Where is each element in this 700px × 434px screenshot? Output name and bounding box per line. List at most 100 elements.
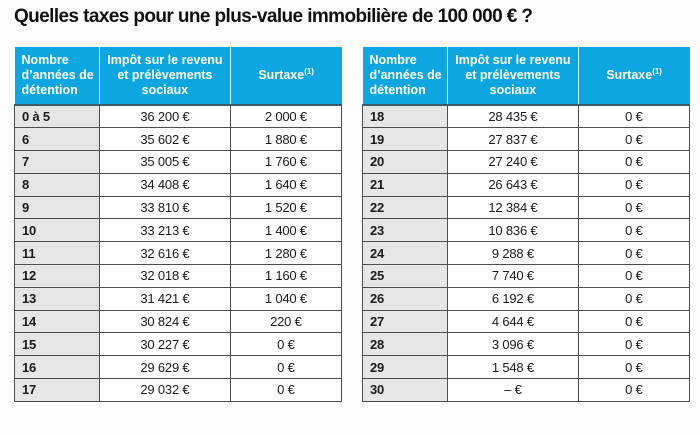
years-cell: 27 bbox=[361, 309, 449, 334]
years-cell: 29 bbox=[361, 355, 449, 380]
years-cell: 25 bbox=[361, 264, 449, 288]
years-cell: 18 bbox=[361, 104, 449, 129]
tax-cell: 36 200 € bbox=[99, 104, 231, 129]
years-cell: 9 bbox=[13, 195, 101, 220]
surtax-footnote-marker: (1) bbox=[652, 66, 662, 76]
tax-cell: 33 810 € bbox=[99, 195, 231, 220]
tax-cell: 30 824 € bbox=[99, 309, 231, 334]
tax-cell: 31 421 € bbox=[99, 286, 231, 311]
header-row: Nombre d’années de détention Impôt sur l… bbox=[362, 47, 690, 106]
tax-cell: 29 032 € bbox=[99, 378, 231, 402]
surtax-cell: 220 € bbox=[229, 309, 343, 334]
table-row: 27 4 644 €0 € bbox=[361, 309, 691, 334]
years-cell: 7 bbox=[13, 150, 101, 174]
years-cell: 22 bbox=[361, 195, 449, 220]
page-title: Quelles taxes pour une plus-value immobi… bbox=[14, 6, 533, 27]
table-row: 9 33 810 €1 520 € bbox=[13, 195, 343, 220]
column-header-tax: Impôt sur le revenu et prélèvements soci… bbox=[99, 47, 231, 106]
tax-cell: 10 836 € bbox=[447, 218, 579, 243]
tax-cell: 4 644 € bbox=[447, 309, 579, 334]
surtax-cell: 0 € bbox=[577, 172, 691, 197]
surtax-cell: 1 880 € bbox=[229, 127, 343, 152]
years-cell: 13 bbox=[13, 286, 101, 311]
surtax-cell: 0 € bbox=[229, 378, 343, 402]
years-cell: 23 bbox=[361, 218, 449, 243]
table-row: 10 33 213 €1 400 € bbox=[13, 218, 343, 243]
table-row: 20 27 240 €0 € bbox=[361, 150, 691, 174]
table-row: 0 à 5 36 200 €2 000 € bbox=[13, 104, 343, 129]
tax-cell: 12 384 € bbox=[447, 195, 579, 220]
tax-cell: 9 288 € bbox=[447, 241, 579, 266]
surtax-cell: 0 € bbox=[577, 195, 691, 220]
surtax-cell: 0 € bbox=[577, 127, 691, 152]
tax-cell: 7 740 € bbox=[447, 264, 579, 288]
table-body: 0 à 5 36 200 €2 000 €6 35 602 €1 880 €7 35 … bbox=[13, 104, 343, 402]
years-cell: 15 bbox=[13, 332, 101, 357]
table-row: 14 30 824 €220 € bbox=[13, 309, 343, 334]
table-row: 16 29 629 €0 € bbox=[13, 355, 343, 380]
surtax-cell: 1 280 € bbox=[229, 241, 343, 266]
column-header-surtax: Surtaxe(1) bbox=[229, 47, 342, 106]
column-header-surtax: Surtaxe(1) bbox=[577, 47, 690, 106]
tax-cell: 30 227 € bbox=[99, 332, 231, 357]
years-cell: 21 bbox=[361, 172, 449, 197]
tax-cell: 1 548 € bbox=[447, 355, 579, 380]
years-cell: 11 bbox=[13, 241, 101, 266]
surtax-cell: 1 040 € bbox=[229, 286, 343, 311]
surtax-cell: 0 € bbox=[577, 378, 691, 402]
years-cell: 28 bbox=[361, 332, 449, 357]
years-cell: 20 bbox=[361, 150, 449, 174]
tax-cell: 32 616 € bbox=[99, 241, 231, 266]
table-header: Nombre d’années de détention Impôt sur l… bbox=[14, 47, 342, 106]
surtax-cell: 1 760 € bbox=[229, 150, 343, 174]
table-row: 19 27 837 €0 € bbox=[361, 127, 691, 152]
tables-container: Nombre d’années de détention Impôt sur l… bbox=[13, 47, 691, 402]
surtax-cell: 1 520 € bbox=[229, 195, 343, 220]
header-row: Nombre d’années de détention Impôt sur l… bbox=[14, 47, 342, 106]
surtax-cell: 1 160 € bbox=[229, 264, 343, 288]
table-row: 22 12 384 €0 € bbox=[361, 195, 691, 220]
table-row: 8 34 408 €1 640 € bbox=[13, 172, 343, 197]
column-header-years: Nombre d’années de détention bbox=[362, 47, 448, 106]
tax-cell: 3 096 € bbox=[447, 332, 579, 357]
table-row: 24 9 288 €0 € bbox=[361, 241, 691, 266]
years-cell: 8 bbox=[13, 172, 101, 197]
years-cell: 6 bbox=[13, 127, 101, 152]
surtax-cell: 1 640 € bbox=[229, 172, 343, 197]
tax-table-right: Nombre d’années de détention Impôt sur l… bbox=[361, 47, 691, 402]
table-row: 11 32 616 €1 280 € bbox=[13, 241, 343, 266]
surtax-cell: 0 € bbox=[577, 264, 691, 288]
surtax-cell: 0 € bbox=[577, 286, 691, 311]
years-cell: 19 bbox=[361, 127, 449, 152]
surtax-cell: 0 € bbox=[577, 150, 691, 174]
table-row: 13 31 421 €1 040 € bbox=[13, 286, 343, 311]
table-row: 6 35 602 €1 880 € bbox=[13, 127, 343, 152]
table-row: 15 30 227 €0 € bbox=[13, 332, 343, 357]
tax-cell: 6 192 € bbox=[447, 286, 579, 311]
surtax-cell: 0 € bbox=[577, 332, 691, 357]
tax-cell: 27 837 € bbox=[447, 127, 579, 152]
table-row: 30– €0 € bbox=[361, 378, 691, 402]
surtax-cell: 0 € bbox=[229, 355, 343, 380]
table-row: 29 1 548 €0 € bbox=[361, 355, 691, 380]
surtax-cell: 0 € bbox=[577, 355, 691, 380]
table-header: Nombre d’années de détention Impôt sur l… bbox=[362, 47, 690, 106]
tax-table-left: Nombre d’années de détention Impôt sur l… bbox=[13, 47, 343, 402]
surtax-cell: 2 000 € bbox=[229, 104, 343, 129]
tax-cell: 33 213 € bbox=[99, 218, 231, 243]
surtax-cell: 1 400 € bbox=[229, 218, 343, 243]
table-body: 18 28 435 €0 €19 27 837 €0 €20 27 240 €0 €2… bbox=[361, 104, 691, 402]
tax-cell: 34 408 € bbox=[99, 172, 231, 197]
tax-cell: 28 435 € bbox=[447, 104, 579, 129]
surtax-cell: 0 € bbox=[577, 309, 691, 334]
table-row: 23 10 836 €0 € bbox=[361, 218, 691, 243]
tax-cell: 35 602 € bbox=[99, 127, 231, 152]
years-cell: 30 bbox=[361, 378, 449, 402]
years-cell: 24 bbox=[361, 241, 449, 266]
years-cell: 26 bbox=[361, 286, 449, 311]
surtax-cell: 0 € bbox=[577, 241, 691, 266]
column-header-years: Nombre d’années de détention bbox=[14, 47, 100, 106]
years-cell: 17 bbox=[13, 378, 101, 402]
table-row: 17 29 032 €0 € bbox=[13, 378, 343, 402]
